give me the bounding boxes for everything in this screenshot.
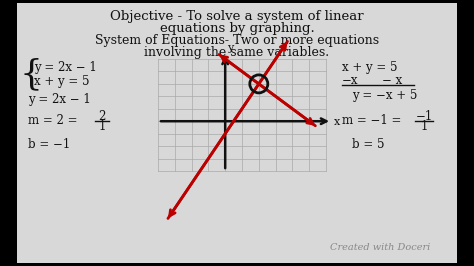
- Text: −x: −x: [342, 74, 358, 88]
- Text: y = −x + 5: y = −x + 5: [352, 89, 418, 102]
- Text: involving the same variables.: involving the same variables.: [145, 46, 329, 59]
- Text: System of Equations- Two or more equations: System of Equations- Two or more equatio…: [95, 34, 379, 47]
- Text: y: y: [227, 43, 234, 53]
- Text: m = −1 =: m = −1 =: [342, 114, 405, 127]
- Text: equations by graphing.: equations by graphing.: [160, 22, 314, 35]
- Text: Created with Doceri: Created with Doceri: [330, 243, 430, 252]
- Text: y = 2x − 1: y = 2x − 1: [28, 93, 91, 106]
- Text: x + y = 5: x + y = 5: [34, 76, 90, 89]
- Text: b = 5: b = 5: [352, 138, 384, 151]
- Text: x: x: [334, 117, 340, 127]
- Text: y = 2x − 1: y = 2x − 1: [34, 61, 97, 74]
- Text: 2: 2: [98, 110, 106, 123]
- Text: Objective - To solve a system of linear: Objective - To solve a system of linear: [110, 10, 364, 23]
- Text: −1: −1: [415, 110, 433, 123]
- Text: b = −1: b = −1: [28, 138, 70, 151]
- Text: {: {: [20, 57, 43, 91]
- Text: 1: 1: [98, 120, 106, 134]
- Text: m = 2 =: m = 2 =: [28, 114, 81, 127]
- Text: − x: − x: [382, 74, 402, 88]
- Text: 1: 1: [420, 120, 428, 134]
- Text: x + y = 5: x + y = 5: [342, 61, 398, 74]
